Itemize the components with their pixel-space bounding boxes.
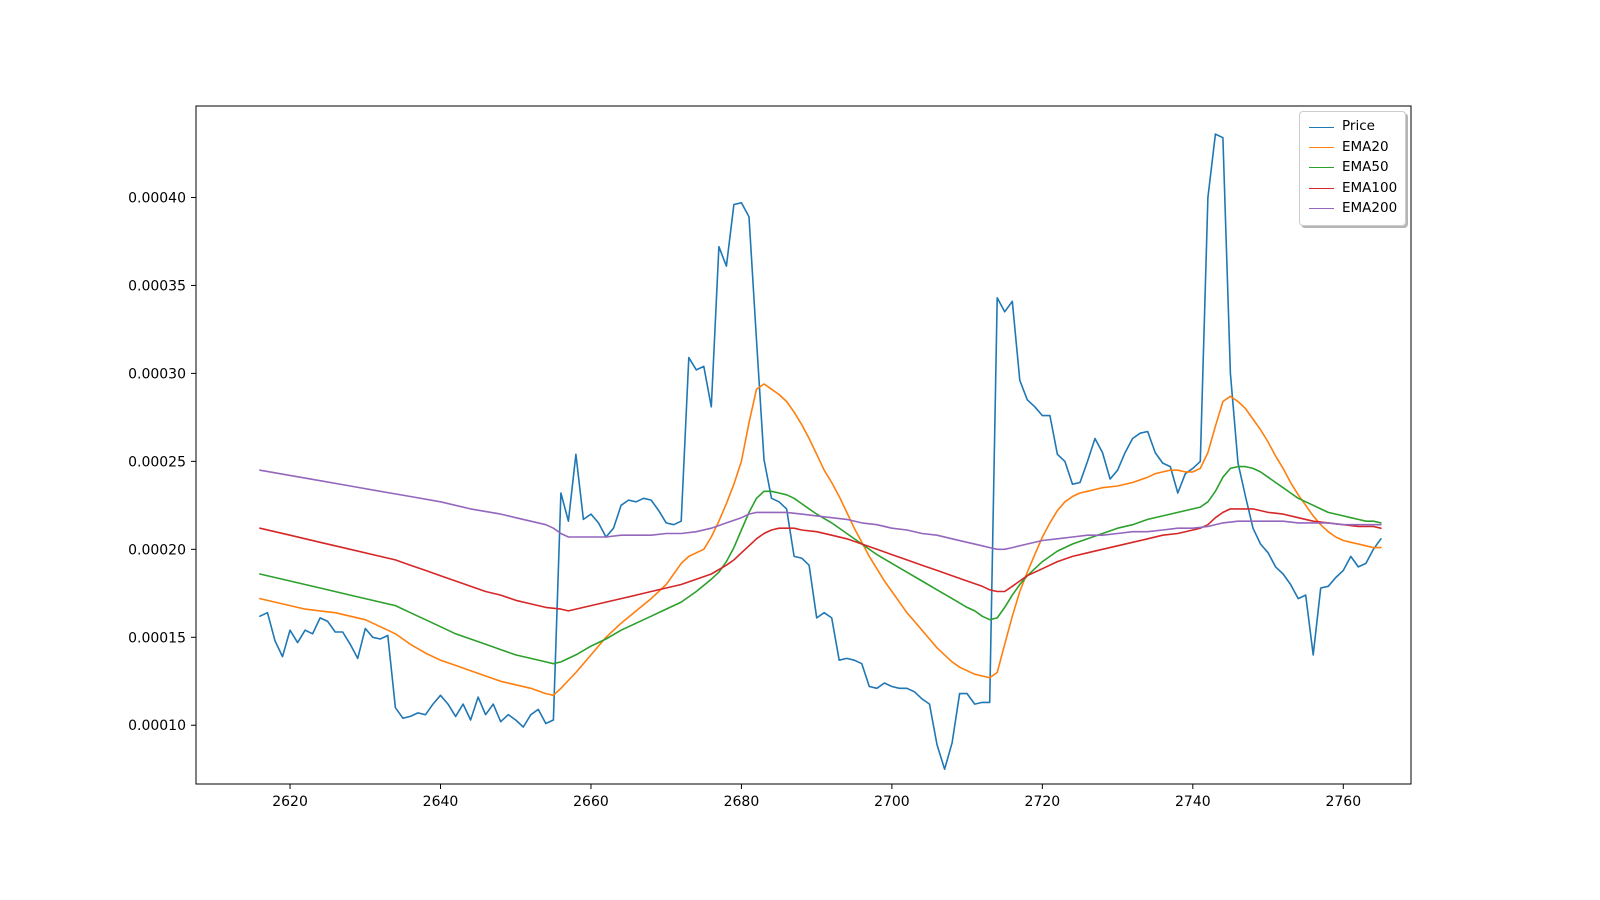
ema200-line-sample-icon (1309, 208, 1334, 210)
x-tick-label: 2680 (724, 794, 760, 810)
legend-label: EMA100 (1342, 179, 1398, 196)
series-line-price (259, 133, 1382, 771)
legend: Price EMA20 EMA50 EMA100 EMA200 (1299, 111, 1406, 226)
x-tick-label: 2660 (573, 794, 609, 810)
y-tick-label: 0.00025 (128, 454, 186, 470)
legend-entry-price: Price (1309, 117, 1397, 137)
price-line-sample-icon (1309, 126, 1334, 128)
series-line-ema200 (259, 469, 1382, 551)
y-tick-label: 0.00010 (128, 718, 186, 734)
legend-label: Price (1342, 118, 1375, 135)
series-line-ema100 (259, 508, 1382, 612)
legend-entry-ema200: EMA200 (1309, 199, 1397, 219)
legend-label: EMA50 (1342, 159, 1389, 176)
x-tick-label: 2740 (1175, 794, 1211, 810)
legend-entry-ema20: EMA20 (1309, 137, 1397, 157)
x-tick-label: 2720 (1025, 794, 1061, 810)
ema20-line-sample-icon (1309, 147, 1334, 149)
legend-label: EMA20 (1342, 138, 1389, 155)
ema100-line-sample-icon (1309, 187, 1334, 189)
legend-label: EMA200 (1342, 200, 1398, 216)
x-tick-label: 2760 (1325, 794, 1361, 810)
y-tick-label: 0.00015 (128, 630, 186, 646)
y-tick-label: 0.00040 (128, 190, 186, 206)
x-tick-label: 2700 (874, 794, 910, 810)
series-line-ema50 (259, 465, 1382, 665)
y-tick-label: 0.00035 (128, 278, 186, 294)
x-tick-label: 2620 (272, 794, 308, 810)
legend-entry-ema50: EMA50 (1309, 158, 1397, 178)
legend-entry-ema100: EMA100 (1309, 178, 1397, 198)
ema50-line-sample-icon (1309, 167, 1334, 169)
series-line-ema20 (259, 383, 1382, 697)
y-tick-label: 0.00030 (128, 366, 186, 382)
y-tick-label: 0.00020 (128, 542, 186, 558)
plot-border (195, 105, 1412, 785)
x-tick-label: 2640 (423, 794, 459, 810)
